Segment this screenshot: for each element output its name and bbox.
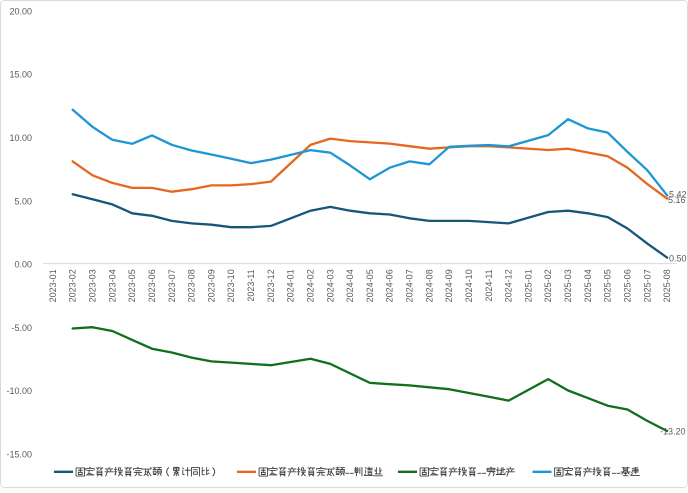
svg-text:2024-06: 2024-06 (385, 269, 395, 302)
svg-text:2025-07: 2025-07 (642, 269, 652, 302)
svg-text:2024-05: 2024-05 (365, 269, 375, 302)
svg-text:15.00: 15.00 (9, 70, 32, 80)
svg-text:2024-07: 2024-07 (405, 269, 415, 302)
svg-text:2025-02: 2025-02 (543, 269, 553, 302)
svg-text:5.00: 5.00 (14, 196, 32, 206)
svg-text:2024-02: 2024-02 (306, 269, 316, 302)
svg-text:5.16: 5.16 (668, 195, 686, 205)
svg-text:2025-06: 2025-06 (623, 269, 633, 302)
svg-text:2023-08: 2023-08 (187, 269, 197, 302)
svg-text:-13.20: -13.20 (660, 427, 686, 437)
svg-text:2023-09: 2023-09 (206, 269, 216, 302)
svg-text:2025-08: 2025-08 (662, 269, 672, 302)
svg-text:20.00: 20.00 (9, 6, 32, 16)
svg-text:2024-04: 2024-04 (345, 269, 355, 302)
svg-text:2025-04: 2025-04 (583, 269, 593, 302)
svg-text:2023-02: 2023-02 (68, 269, 78, 302)
svg-text:2024-10: 2024-10 (464, 269, 474, 302)
svg-text:2023-05: 2023-05 (127, 269, 137, 302)
svg-text:2023-06: 2023-06 (147, 269, 157, 302)
svg-text:-5.00: -5.00 (11, 323, 32, 333)
svg-text:2023-10: 2023-10 (226, 269, 236, 302)
svg-text:2024-01: 2024-01 (286, 269, 296, 302)
svg-text:2024-09: 2024-09 (444, 269, 454, 302)
svg-text:2023-01: 2023-01 (48, 269, 58, 302)
svg-text:5.42: 5.42 (669, 190, 687, 200)
svg-text:2023-12: 2023-12 (266, 269, 276, 302)
svg-text:0.50: 0.50 (669, 254, 687, 264)
svg-text:2023-03: 2023-03 (88, 269, 98, 302)
svg-text:2023-07: 2023-07 (167, 269, 177, 302)
svg-text:0.00: 0.00 (14, 260, 32, 270)
svg-text:2024-12: 2024-12 (504, 269, 514, 302)
svg-text:10.00: 10.00 (9, 133, 32, 143)
svg-text:2024-08: 2024-08 (424, 269, 434, 302)
svg-text:-15.00: -15.00 (6, 450, 32, 460)
svg-text:2023-11: 2023-11 (246, 269, 256, 301)
svg-text:-10.00: -10.00 (6, 386, 32, 396)
svg-text:2023-04: 2023-04 (107, 269, 117, 302)
svg-text:2025-01: 2025-01 (523, 269, 533, 302)
svg-text:2024-03: 2024-03 (325, 269, 335, 302)
svg-text:2025-05: 2025-05 (603, 269, 613, 302)
svg-text:2025-03: 2025-03 (563, 269, 573, 302)
svg-text:2024-11: 2024-11 (484, 269, 494, 301)
